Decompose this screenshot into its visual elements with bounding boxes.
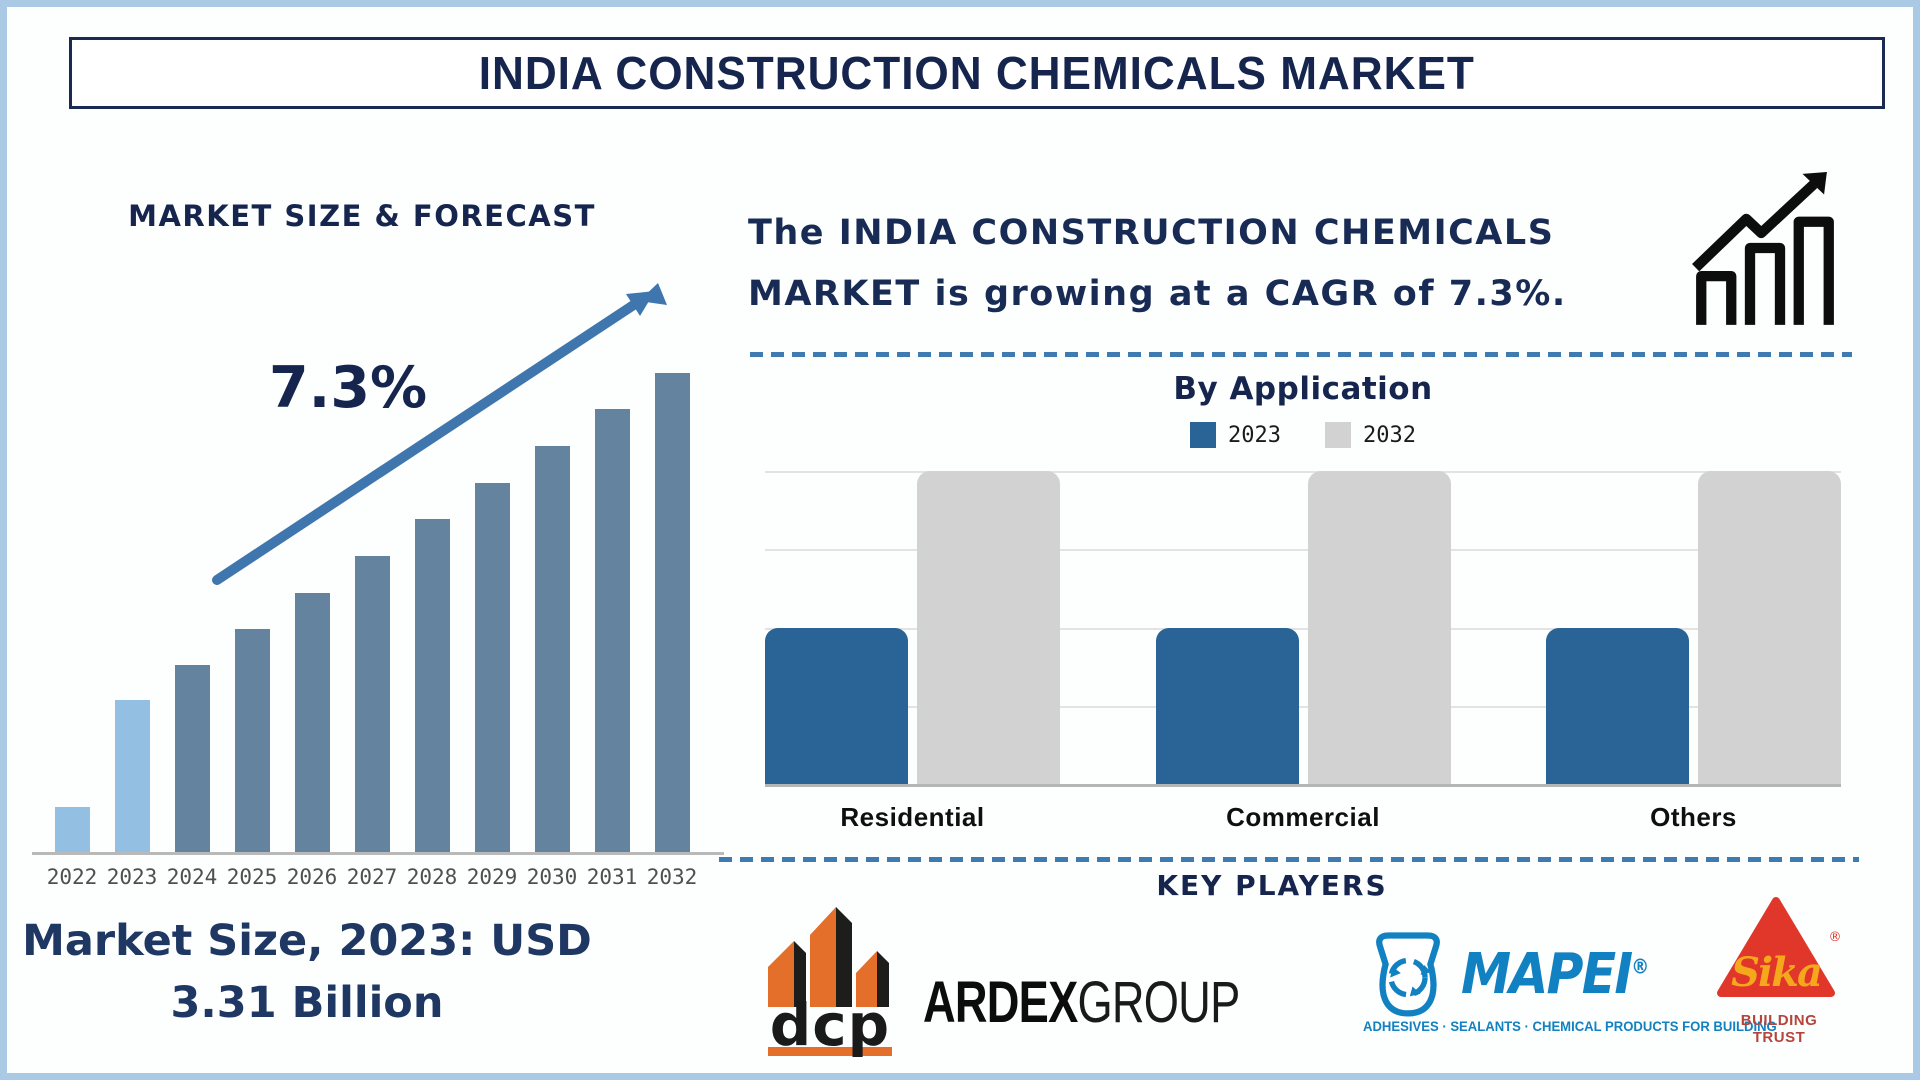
year-label-2030: 2030	[526, 865, 578, 889]
year-label-2026: 2026	[286, 865, 338, 889]
cagr-paragraph-line2: MARKET is growing at a CAGR of 7.3%.	[748, 274, 1567, 315]
dcp-logo-text: dcp	[770, 991, 890, 1059]
bar-commercial-2023	[1155, 627, 1299, 784]
sika-triangle-icon: Sika ®	[1717, 897, 1842, 997]
year-label-2032: 2032	[646, 865, 698, 889]
page-title: INDIA CONSTRUCTION CHEMICALS MARKET	[478, 47, 1476, 99]
legend-label-2032: 2032	[1363, 423, 1416, 448]
category-label-others: Others	[1650, 802, 1737, 832]
year-label-2023: 2023	[106, 865, 158, 889]
year-label-2024: 2024	[166, 865, 218, 889]
sika-tagline: BUILDING TRUST	[1740, 1012, 1818, 1046]
market-size-caption-line2: 3.31 Billion	[170, 978, 444, 1029]
mapei-logo-text: MAPEI®	[1461, 941, 1650, 1007]
cagr-paragraph: The INDIA CONSTRUCTION CHEMICALS MARKET …	[748, 203, 1648, 326]
year-label-2031: 2031	[586, 865, 638, 889]
year-label-2025: 2025	[226, 865, 278, 889]
bar-group-others	[1546, 471, 1841, 784]
gridline-50	[765, 627, 1841, 630]
sika-logo: Sika ® BUILDING TRUST	[1713, 893, 1845, 1046]
mapei-emblem-icon	[1376, 932, 1440, 1017]
category-label-commercial: Commercial	[1226, 802, 1380, 832]
bar-group-residential	[765, 471, 1060, 784]
sika-logo-text: Sika	[1731, 949, 1821, 996]
year-label-2022: 2022	[46, 865, 98, 889]
bar-residential-2032	[917, 471, 1060, 784]
forecast-bars	[42, 373, 702, 853]
market-size-caption: Market Size, 2023: USD 3.31 Billion	[7, 910, 607, 1035]
legend-swatch-2032	[1325, 421, 1351, 448]
bar-commercial-2032	[1307, 471, 1451, 784]
cagr-value: 7.3%	[269, 355, 428, 421]
forecast-heading: MARKET SIZE & FORECAST	[128, 199, 596, 233]
forecast-bar-2023	[114, 700, 150, 853]
ardex-logo-bold-text: ARDEX	[923, 970, 1078, 1035]
application-legend: 2023 2032	[765, 421, 1841, 448]
mapei-tagline: ADHESIVES · SEALANTS · CHEMICAL PRODUCTS…	[1363, 1019, 1777, 1034]
legend-swatch-2023	[1190, 421, 1217, 448]
title-banner: INDIA CONSTRUCTION CHEMICALS MARKET	[69, 37, 1885, 109]
forecast-bar-2031	[594, 409, 630, 853]
forecast-bar-2032	[654, 373, 690, 853]
bar-group-commercial	[1155, 471, 1451, 784]
forecast-bar-2024	[174, 664, 210, 853]
sika-registered-mark: ®	[1829, 930, 1842, 945]
forecast-bar-2022	[54, 807, 90, 853]
mapei-registered-mark: ®	[1631, 953, 1650, 978]
ardex-logo-light-text: GROUP	[1077, 970, 1240, 1035]
gridline-75	[765, 549, 1841, 552]
forecast-bar-2028	[414, 519, 450, 853]
ardex-logo: ARDEXGROUP	[923, 969, 1240, 1036]
year-label-2028: 2028	[406, 865, 458, 889]
forecast-bar-2030	[534, 446, 570, 853]
year-label-2029: 2029	[466, 865, 518, 889]
key-players-heading: KEY PLAYERS	[1156, 869, 1388, 902]
gridline-25	[765, 705, 1841, 708]
bar-others-2023	[1546, 627, 1689, 784]
forecast-bar-2026	[294, 592, 330, 853]
legend-label-2023: 2023	[1228, 423, 1281, 448]
application-chart-title: By Application	[1173, 371, 1433, 407]
bar-others-2032	[1698, 471, 1841, 784]
application-labels: Residential Commercial Others	[765, 802, 1841, 833]
bar-chart-growth-icon	[1692, 172, 1834, 325]
legend-item-2023: 2023	[1190, 421, 1281, 448]
bar-residential-2023	[765, 627, 908, 784]
legend-item-2032: 2032	[1325, 421, 1416, 448]
gridline-100	[765, 471, 1841, 473]
category-label-residential: Residential	[840, 802, 985, 832]
market-size-caption-line1: Market Size, 2023: USD	[22, 916, 592, 966]
dcp-logo: dcp	[768, 907, 892, 1059]
forecast-bar-2027	[354, 555, 390, 853]
cagr-paragraph-line1: The INDIA CONSTRUCTION CHEMICALS	[748, 213, 1555, 253]
forecast-bar-2025	[234, 629, 270, 853]
dashed-divider-top	[750, 352, 1852, 357]
year-label-2027: 2027	[346, 865, 398, 889]
application-bars	[765, 471, 1841, 787]
dashed-divider-bottom	[719, 857, 1859, 862]
forecast-years: 2022 2023 2024 2025 2026 2027 2028 2029 2030 2031…	[42, 865, 702, 889]
growth-arrow-icon	[212, 283, 667, 585]
forecast-bar-2029	[474, 482, 510, 853]
mapei-logo: MAPEI® ADHESIVES · SEALANTS · CHEMICAL P…	[1363, 931, 1777, 1034]
forecast-axis-line	[32, 852, 724, 855]
